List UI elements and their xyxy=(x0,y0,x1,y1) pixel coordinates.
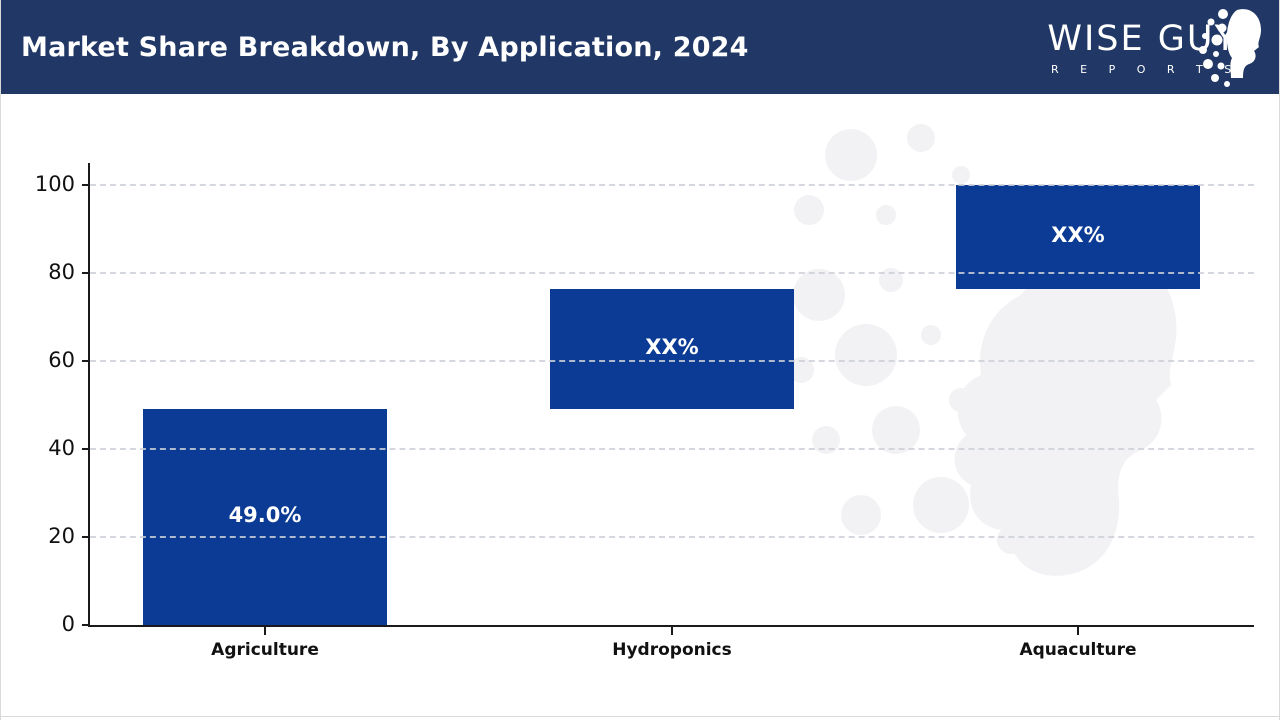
gridline-y20 xyxy=(90,536,1254,538)
watermark-dots-face xyxy=(788,124,1177,576)
y-tick-mark-40 xyxy=(82,448,89,450)
gridline-y80 xyxy=(90,272,1254,274)
bar-aquaculture[interactable] xyxy=(956,185,1200,290)
bar-label-aquaculture: XX% xyxy=(1051,223,1105,248)
y-tick-mark-20 xyxy=(82,536,89,538)
y-tick-label-100: 100 xyxy=(34,172,75,196)
bar-hydroponics[interactable] xyxy=(550,289,794,410)
y-tick-mark-100 xyxy=(82,184,89,186)
gridline-y60 xyxy=(90,360,1254,362)
y-tick-label-40: 40 xyxy=(48,436,75,460)
gridline-y40 xyxy=(90,448,1254,450)
bar-agriculture[interactable] xyxy=(143,409,387,625)
y-tick-mark-0 xyxy=(82,624,89,626)
x-tick-label-agriculture: Agriculture xyxy=(211,640,319,660)
x-axis-line xyxy=(88,625,1254,627)
x-tick-mark-aquaculture xyxy=(1077,627,1079,635)
x-tick-label-aquaculture: Aquaculture xyxy=(1019,640,1137,660)
y-tick-label-0: 0 xyxy=(61,612,75,636)
x-tick-mark-hydroponics xyxy=(671,627,673,635)
header-bar: Market Share Breakdown, By Application, … xyxy=(1,0,1279,94)
bottom-border-rule xyxy=(1,716,1279,717)
y-tick-mark-60 xyxy=(82,360,89,362)
gridline-y100 xyxy=(90,184,1254,186)
bar-label-agriculture: 49.0% xyxy=(228,503,302,528)
y-tick-label-20: 20 xyxy=(48,524,75,548)
x-tick-mark-agriculture xyxy=(264,627,266,635)
brand-subname: R E P O R T S xyxy=(1051,63,1241,76)
brand-face-icon xyxy=(1199,9,1261,87)
y-tick-mark-80 xyxy=(82,272,89,274)
x-tick-label-hydroponics: Hydroponics xyxy=(612,640,732,660)
y-tick-label-80: 80 xyxy=(48,260,75,284)
page-title: Market Share Breakdown, By Application, … xyxy=(21,31,749,63)
brand-logo: WISE GUY R E P O R T S xyxy=(1017,4,1267,90)
y-axis-line xyxy=(88,163,90,627)
y-tick-label-60: 60 xyxy=(48,348,75,372)
bar-label-hydroponics: XX% xyxy=(645,335,699,360)
